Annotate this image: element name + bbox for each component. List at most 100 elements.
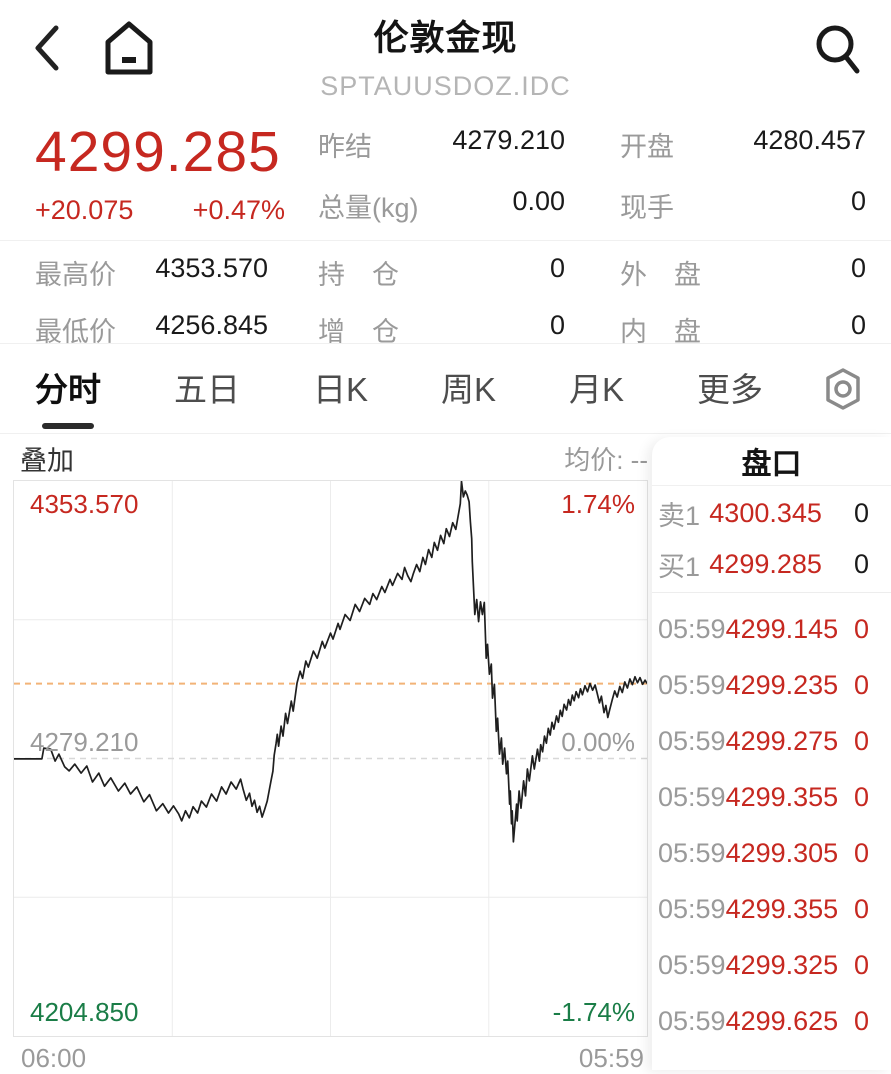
tick-time: 05:59: [658, 837, 726, 868]
stats-field-value: 0: [850, 253, 866, 283]
tick-qty: 0: [853, 669, 869, 700]
level-label: 卖1: [658, 501, 701, 531]
tick-qty: 0: [853, 893, 869, 924]
quote-field: 昨结 4279.210: [318, 125, 565, 164]
tick-price: 4299.625: [725, 1005, 839, 1036]
quote-field: 开盘 4280.457: [620, 125, 866, 164]
last-price: 4299.285: [35, 120, 281, 184]
order-book-level-row[interactable]: 卖1 4300.345 0: [652, 488, 891, 539]
tabs-list: 分时 五日 日K 周K 月K 更多: [35, 349, 823, 429]
tab-更多[interactable]: 更多: [696, 370, 763, 408]
tick-time: 05:59: [658, 725, 726, 756]
tab-月K[interactable]: 月K: [568, 370, 624, 408]
tick-time: 05:59: [658, 613, 726, 644]
tick-time: 05:59: [658, 669, 726, 700]
quote-grid-row: 总量(kg) 0.00 现手 0: [318, 186, 866, 225]
back-icon[interactable]: [30, 22, 64, 74]
stats-field-value: 4256.845: [155, 310, 268, 340]
quote-field-value: 0.00: [512, 186, 565, 216]
tab-五日[interactable]: 五日: [173, 370, 240, 408]
order-book-level-row[interactable]: 买1 4299.285 0: [652, 539, 891, 590]
level-price: 4300.345: [709, 498, 822, 528]
tick-price: 4299.355: [725, 893, 839, 924]
tick-price: 4299.235: [725, 669, 839, 700]
stats-field: 最高价 4353.570: [35, 253, 268, 292]
tick-row[interactable]: 05:59 4299.145 0: [652, 601, 891, 657]
stats-field-label: 内 盘: [620, 317, 701, 347]
level-qty: 0: [853, 549, 869, 579]
tick-row[interactable]: 05:59 4299.305 0: [652, 825, 891, 881]
order-book-levels: 卖1 4300.345 0 买1 4299.285 0: [652, 485, 891, 593]
tick-row[interactable]: 05:59 4299.355 0: [652, 769, 891, 825]
quote-field: 现手 0: [620, 186, 866, 225]
period-tabbar: 分时 五日 日K 周K 月K 更多: [0, 344, 891, 434]
order-book-panel: 盘口 卖1 4300.345 0 买1 4299.285 0 05:59 4299.145 0…: [652, 437, 891, 1070]
stats-field-value: 0: [850, 310, 866, 340]
instrument-code: SPTAUUSDOZ.IDC: [320, 71, 571, 101]
stats-field-label: 增 仓: [318, 317, 399, 347]
tick-price: 4299.355: [725, 781, 839, 812]
search-icon[interactable]: [811, 22, 863, 76]
tick-row[interactable]: 05:59 4299.275 0: [652, 713, 891, 769]
quote-field: 总量(kg) 0.00: [318, 186, 565, 225]
stats-field-value: 0: [549, 253, 565, 283]
stats-field: 持 仓 0: [318, 253, 565, 292]
stats-field-label: 最高价: [35, 260, 116, 290]
axis-start-time: 06:00: [21, 1043, 87, 1073]
tick-qty: 0: [853, 949, 869, 980]
tick-time: 05:59: [658, 781, 726, 812]
tick-qty: 0: [853, 725, 869, 756]
chart-subbar: 叠加 均价: --: [0, 436, 891, 480]
quote-field-label: 总量(kg): [318, 193, 419, 223]
chart-settings-icon[interactable]: [823, 367, 863, 411]
overlay-button[interactable]: 叠加: [20, 445, 74, 476]
tick-time: 05:59: [658, 893, 726, 924]
stats-field-label: 外 盘: [620, 260, 701, 290]
axis-end-time: 05:59: [578, 1043, 644, 1073]
home-icon[interactable]: [98, 18, 160, 78]
intraday-chart: 4353.570 1.74% 4279.210 0.00% 4204.850 -…: [13, 480, 648, 1074]
quote-field-value: 4279.210: [452, 125, 565, 155]
stats-field-label: 最低价: [35, 317, 116, 347]
tick-price: 4299.325: [725, 949, 839, 980]
quote-field-value: 0: [850, 186, 866, 216]
stats-field-label: 持 仓: [318, 260, 399, 290]
stats-row: 最低价 4256.845 增 仓 0 内 盘 0: [35, 310, 866, 349]
avg-price: 均价: --: [564, 444, 648, 475]
price-change-pct: +0.47%: [192, 195, 285, 225]
quote-field-label: 现手: [620, 193, 674, 223]
tick-qty: 0: [853, 1005, 869, 1036]
tick-qty: 0: [853, 613, 869, 644]
tick-row[interactable]: 05:59 4299.625 0: [652, 993, 891, 1049]
time-axis: 06:00 05:59: [13, 1037, 648, 1074]
tick-price: 4299.145: [725, 613, 839, 644]
level-label: 买1: [658, 552, 701, 582]
tick-row[interactable]: 05:59 4299.235 0: [652, 657, 891, 713]
tick-row[interactable]: 05:59 4299.355 0: [652, 881, 891, 937]
tab-周K[interactable]: 周K: [440, 370, 496, 408]
tab-日K[interactable]: 日K: [312, 370, 368, 408]
stats-row: 最高价 4353.570 持 仓 0 外 盘 0: [35, 253, 866, 292]
price-line: [14, 481, 647, 843]
quote-section: 4299.285 +20.075 +0.47% 昨结 4279.210 开盘 4280…: [0, 105, 891, 241]
quote-field-label: 昨结: [318, 132, 372, 162]
tick-price: 4299.305: [725, 837, 839, 868]
quote-grid-row: 昨结 4279.210 开盘 4280.457: [318, 125, 866, 164]
stats-field: 内 盘 0: [620, 310, 866, 349]
page-title: 伦敦金现: [373, 19, 518, 58]
order-book-title: 盘口: [741, 448, 802, 481]
tick-row[interactable]: 05:59 4299.325 0: [652, 937, 891, 993]
tick-time: 05:59: [658, 1005, 726, 1036]
stats-field-value: 0: [549, 310, 565, 340]
header: 伦敦金现 SPTAUUSDOZ.IDC: [0, 0, 891, 105]
level-price: 4299.285: [709, 549, 822, 579]
stats-field: 最低价 4256.845: [35, 310, 268, 349]
order-book-ticks: 05:59 4299.145 0 05:59 4299.235 0 05:59 4299.27…: [652, 593, 891, 1049]
tab-分时[interactable]: 分时: [35, 349, 101, 429]
level-qty: 0: [853, 498, 869, 528]
quote-grid: 昨结 4279.210 开盘 4280.457 总量(kg) 0.00 现手 0: [308, 125, 866, 240]
stats-field-value: 4353.570: [155, 253, 268, 283]
chart-plot-area[interactable]: 4353.570 1.74% 4279.210 0.00% 4204.850 -…: [13, 480, 648, 1037]
stats-grid: 最高价 4353.570 持 仓 0 外 盘 0 最低价 4256.845 增 仓 0 内 盘 0: [0, 241, 891, 347]
